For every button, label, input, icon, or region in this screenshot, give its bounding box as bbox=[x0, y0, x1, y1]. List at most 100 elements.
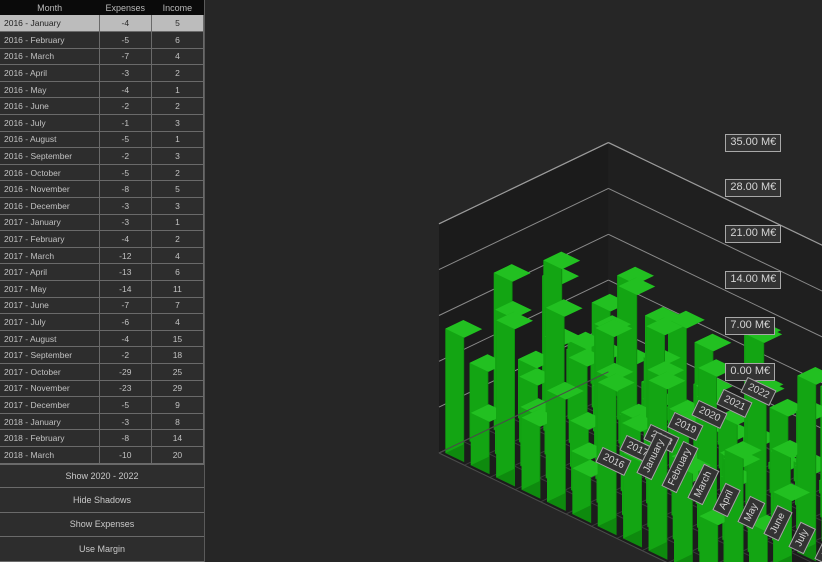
table-row[interactable]: 2016 - October -5 2 bbox=[0, 164, 205, 182]
axis-tick-left-4: 7.00 M€ bbox=[725, 316, 776, 335]
cell-expenses: -4 bbox=[99, 81, 152, 99]
cell-month: 2017 - December bbox=[0, 396, 100, 414]
table-row[interactable]: 2017 - April -13 6 bbox=[0, 263, 205, 281]
table-body: 2016 - January -4 5 2016 - February -5 6 2016 … bbox=[0, 15, 205, 464]
table-row[interactable]: 2016 - June -2 2 bbox=[0, 97, 205, 116]
cell-month: 2018 - March bbox=[0, 446, 100, 464]
cell-month: 2016 - July bbox=[0, 114, 100, 132]
table-row[interactable]: 2017 - May -14 11 bbox=[0, 280, 205, 298]
bar-face-side bbox=[521, 409, 540, 490]
table-header-row: Month Expenses Income bbox=[0, 0, 204, 15]
bar-top bbox=[773, 483, 810, 502]
cell-month: 2016 - August bbox=[0, 131, 100, 149]
table-row[interactable]: 2017 - February -4 2 bbox=[0, 230, 205, 248]
cell-expenses: -2 bbox=[99, 346, 152, 364]
axis-tick-left-5: 0.00 M€ bbox=[725, 362, 776, 381]
cell-expenses: -6 bbox=[99, 313, 152, 331]
cell-month: 2017 - March bbox=[0, 247, 100, 265]
cell-month: 2017 - April bbox=[0, 263, 100, 281]
cell-month: 2017 - September bbox=[0, 346, 100, 364]
cell-income: 4 bbox=[151, 313, 205, 331]
table-row[interactable]: 2016 - May -4 1 bbox=[0, 81, 205, 99]
cell-expenses: -5 bbox=[99, 164, 152, 182]
table-row[interactable]: 2016 - July -1 3 bbox=[0, 114, 205, 132]
table-row[interactable]: 2017 - January -3 1 bbox=[0, 214, 205, 232]
column-header-month[interactable]: Month bbox=[0, 0, 100, 15]
cell-month: 2016 - November bbox=[0, 180, 100, 199]
cell-income: 1 bbox=[151, 131, 205, 149]
table-row[interactable]: 2017 - October -29 25 bbox=[0, 363, 205, 381]
cell-expenses: -29 bbox=[99, 363, 152, 381]
hide-shadows-button[interactable]: Hide Shadows bbox=[0, 488, 204, 513]
cell-month: 2016 - September bbox=[0, 147, 100, 165]
table-row[interactable]: 2017 - September -2 18 bbox=[0, 346, 205, 364]
bar-face-side bbox=[470, 404, 489, 466]
grid-line-right-wall bbox=[608, 233, 822, 338]
cell-expenses: -5 bbox=[99, 131, 152, 149]
bar-top bbox=[493, 264, 531, 282]
table-row[interactable]: 2016 - November -8 5 bbox=[0, 180, 205, 199]
table-row[interactable]: 2017 - August -4 15 bbox=[0, 330, 205, 348]
bar-top bbox=[597, 373, 635, 392]
table-row[interactable]: 2016 - August -5 1 bbox=[0, 131, 205, 149]
cell-expenses: -3 bbox=[99, 413, 152, 431]
cell-month: 2017 - November bbox=[0, 380, 100, 398]
table-row[interactable]: 2017 - June -7 7 bbox=[0, 297, 205, 315]
cell-expenses: -8 bbox=[99, 180, 152, 199]
bar-top bbox=[495, 301, 532, 319]
table-row[interactable]: 2018 - March -10 20 bbox=[0, 446, 205, 464]
cell-expenses: -3 bbox=[99, 197, 152, 215]
cell-income: 2 bbox=[151, 164, 205, 182]
table-row[interactable]: 2016 - March -7 4 bbox=[0, 48, 205, 66]
chart-area[interactable]: 35.00 M€ 28.00 M€ 21.00 M€ 14.00 M€ 7.00 M€ 0… bbox=[205, 0, 822, 562]
cell-expenses: -3 bbox=[99, 64, 152, 82]
axis-tick-left-2: 21.00 M€ bbox=[725, 225, 782, 244]
cell-income: 18 bbox=[151, 346, 205, 364]
table-row[interactable]: 2016 - February -5 6 bbox=[0, 31, 205, 49]
bar-face-side bbox=[496, 311, 515, 478]
use-margin-button[interactable]: Use Margin bbox=[0, 537, 204, 562]
bar-top bbox=[617, 266, 654, 285]
floor-edge-front bbox=[438, 452, 668, 562]
cell-income: 8 bbox=[151, 413, 205, 431]
bar-top bbox=[648, 371, 686, 390]
cell-income: 4 bbox=[151, 48, 205, 66]
cell-income: 2 bbox=[151, 64, 205, 82]
bar-top bbox=[646, 317, 683, 336]
table-row[interactable]: 2016 - December -3 3 bbox=[0, 197, 205, 215]
column-header-expenses[interactable]: Expenses bbox=[99, 0, 152, 15]
cell-month: 2018 - January bbox=[0, 413, 100, 431]
table-row[interactable]: 2018 - January -3 8 bbox=[0, 413, 205, 431]
cell-month: 2016 - December bbox=[0, 197, 100, 215]
cell-month: 2017 - February bbox=[0, 230, 100, 248]
cell-month: 2016 - February bbox=[0, 31, 100, 49]
bar-top bbox=[496, 311, 533, 330]
sidebar: Month Expenses Income 2016 - January -4 5 2… bbox=[0, 0, 205, 562]
show-expenses-button[interactable]: Show Expenses bbox=[0, 512, 204, 538]
cell-month: 2017 - October bbox=[0, 363, 100, 381]
column-header-income[interactable]: Income bbox=[151, 0, 204, 15]
cell-month: 2016 - January bbox=[0, 15, 100, 33]
floor-edge-left bbox=[438, 371, 609, 454]
cell-income: 29 bbox=[151, 380, 205, 398]
table-row[interactable]: 2017 - July -6 4 bbox=[0, 313, 205, 331]
cell-income: 1 bbox=[151, 214, 205, 232]
bar-top bbox=[547, 381, 584, 400]
cell-month: 2017 - May bbox=[0, 280, 100, 298]
table-row[interactable]: 2016 - April -3 2 bbox=[0, 64, 205, 82]
cell-month: 2017 - January bbox=[0, 214, 100, 232]
table-row[interactable]: 2017 - December -5 9 bbox=[0, 396, 205, 414]
cell-expenses: -3 bbox=[99, 214, 152, 232]
table-row[interactable]: 2017 - March -12 4 bbox=[0, 247, 205, 265]
data-table: Month Expenses Income 2016 - January -4 5 2… bbox=[0, 0, 205, 464]
table-row[interactable]: 2016 - September -2 3 bbox=[0, 147, 205, 165]
table-row[interactable]: 2016 - January -4 5 bbox=[0, 15, 205, 33]
wall-edge-right bbox=[608, 142, 822, 246]
cell-expenses: -10 bbox=[99, 446, 152, 464]
table-row[interactable]: 2017 - November -23 29 bbox=[0, 380, 205, 398]
show-range-button[interactable]: Show 2020 - 2022 bbox=[0, 463, 204, 489]
table-header: Month Expenses Income bbox=[0, 0, 204, 15]
table-row[interactable]: 2018 - February -8 14 bbox=[0, 429, 205, 447]
cell-month: 2017 - August bbox=[0, 330, 100, 348]
cell-expenses: -2 bbox=[99, 147, 152, 165]
